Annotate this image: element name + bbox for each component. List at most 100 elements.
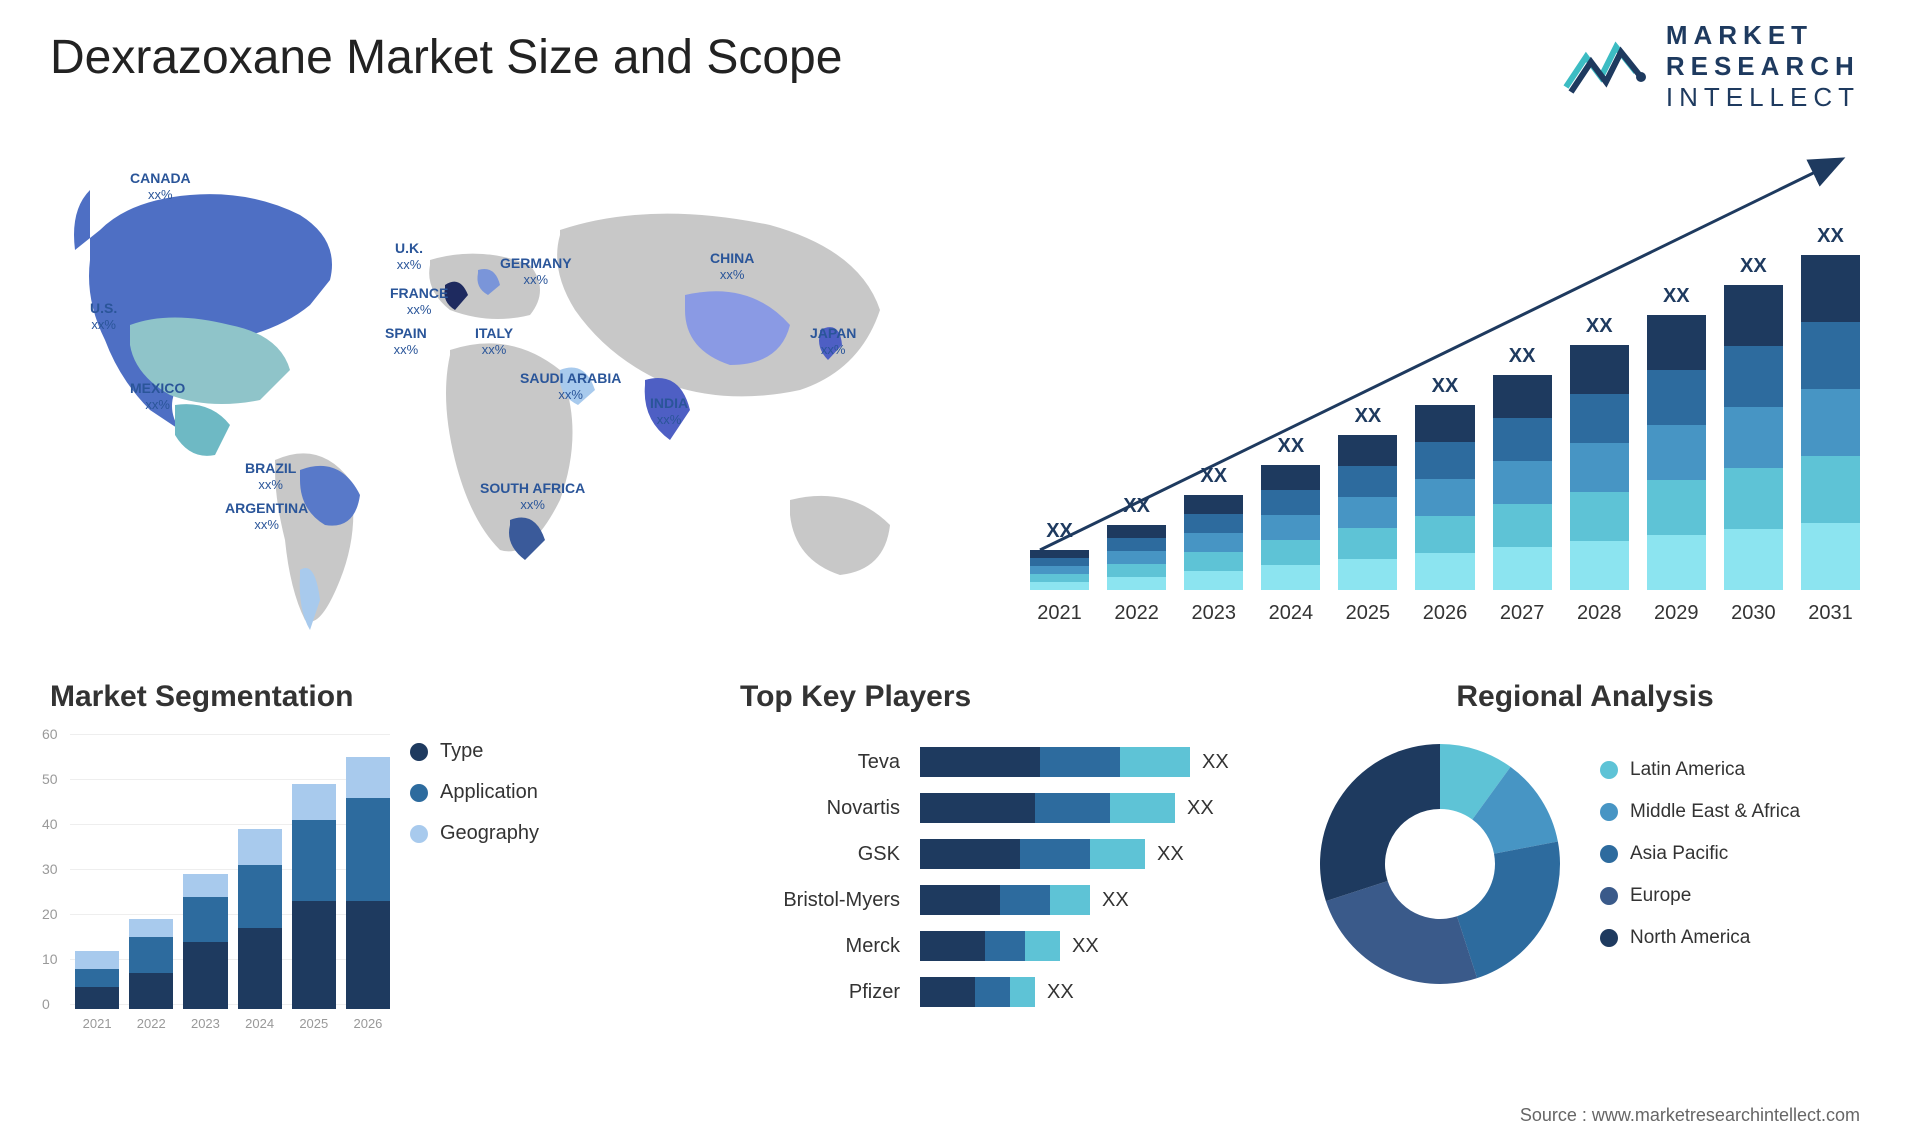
seg-bar-2023: 2023 [183, 874, 227, 1009]
segmentation-chart: 0102030405060202120222023202420252026 [50, 729, 390, 1039]
seg-bar-2021: 2021 [75, 951, 119, 1010]
page-title: Dexrazoxane Market Size and Scope [50, 30, 842, 85]
bar-label: XX [1030, 520, 1089, 543]
seg-year-label: 2024 [238, 1016, 282, 1031]
bar-label: XX [1184, 465, 1243, 488]
australia-shape [790, 496, 890, 575]
seg-ytick: 0 [42, 996, 50, 1012]
main-bar-2029: XX2029 [1647, 315, 1706, 590]
main-bar-2028: XX2028 [1570, 345, 1629, 590]
player-name: Pfizer [740, 969, 900, 1015]
regional-title: Regional Analysis [1310, 680, 1860, 714]
map-pin-us: U.S.xx% [90, 300, 117, 332]
seg-legend-item: Geography [410, 822, 539, 845]
segmentation-section: Market Segmentation 01020304050602021202… [50, 680, 610, 1039]
regional-legend-item: North America [1600, 927, 1800, 949]
map-pin-spain: SPAINxx% [385, 325, 427, 357]
segmentation-title: Market Segmentation [50, 680, 610, 714]
bar-year: 2026 [1415, 602, 1474, 625]
seg-year-label: 2022 [129, 1016, 173, 1031]
donut-chart [1310, 734, 1570, 994]
segmentation-legend: Type Application Geography [410, 740, 539, 863]
main-bar-2023: XX2023 [1184, 495, 1243, 590]
player-name: Merck [740, 923, 900, 969]
bar-label: XX [1107, 495, 1166, 518]
seg-bar-2025: 2025 [292, 784, 336, 1009]
player-bar-row: XX [920, 877, 1300, 923]
source-text: Source : www.marketresearchintellect.com [1520, 1105, 1860, 1126]
bar-year: 2025 [1338, 602, 1397, 625]
seg-bar-2026: 2026 [346, 757, 390, 1009]
seg-year-label: 2026 [346, 1016, 390, 1031]
bar-label: XX [1801, 225, 1860, 248]
players-section: Top Key Players TevaNovartisGSKBristol-M… [740, 680, 1300, 1015]
seg-legend-item: Application [410, 781, 539, 804]
seg-ytick: 50 [42, 771, 58, 787]
player-bar-row: XX [920, 969, 1300, 1015]
regional-section: Regional Analysis Latin America Middle Ea… [1310, 680, 1860, 994]
regional-legend-item: Middle East & Africa [1600, 801, 1800, 823]
seg-bar-2024: 2024 [238, 829, 282, 1009]
bar-year: 2031 [1801, 602, 1860, 625]
player-bar-row: XX [920, 739, 1300, 785]
bar-label: XX [1570, 315, 1629, 338]
player-name: Bristol-Myers [740, 877, 900, 923]
player-bar-row: XX [920, 785, 1300, 831]
regional-legend-item: Europe [1600, 885, 1800, 907]
seg-legend-item: Type [410, 740, 539, 763]
donut-slice [1320, 744, 1440, 901]
regional-legend-item: Asia Pacific [1600, 843, 1800, 865]
bar-year: 2029 [1647, 602, 1706, 625]
map-pin-argentina: ARGENTINAxx% [225, 500, 308, 532]
map-pin-germany: GERMANYxx% [500, 255, 572, 287]
bar-year: 2028 [1570, 602, 1629, 625]
bar-year: 2024 [1261, 602, 1320, 625]
seg-year-label: 2021 [75, 1016, 119, 1031]
logo: MARKET RESEARCH INTELLECT [1561, 20, 1860, 114]
bar-label: XX [1415, 375, 1474, 398]
map-pin-italy: ITALYxx% [475, 325, 513, 357]
regional-legend-item: Latin America [1600, 759, 1800, 781]
seg-year-label: 2023 [183, 1016, 227, 1031]
donut-slice [1457, 842, 1560, 979]
seg-ytick: 20 [42, 906, 58, 922]
map-pin-uk: U.K.xx% [395, 240, 423, 272]
map-pin-france: FRANCExx% [390, 285, 448, 317]
seg-bar-2022: 2022 [129, 919, 173, 1009]
world-map: CANADAxx%U.S.xx%MEXICOxx%BRAZILxx%ARGENT… [30, 130, 950, 670]
regional-legend: Latin America Middle East & Africa Asia Pa… [1600, 759, 1800, 969]
map-pin-japan: JAPANxx% [810, 325, 856, 357]
player-name: Teva [740, 739, 900, 785]
main-bar-2025: XX2025 [1338, 435, 1397, 590]
player-bar-row: XX [920, 923, 1300, 969]
seg-bars: 202120222023202420252026 [75, 734, 390, 1009]
bar-label: XX [1647, 285, 1706, 308]
map-pin-saudiarabia: SAUDI ARABIAxx% [520, 370, 621, 402]
bar-year: 2027 [1493, 602, 1552, 625]
players-title: Top Key Players [740, 680, 1300, 714]
bar-label: XX [1261, 435, 1320, 458]
map-pin-mexico: MEXICOxx% [130, 380, 185, 412]
seg-ytick: 10 [42, 951, 58, 967]
bar-year: 2023 [1184, 602, 1243, 625]
donut-slice [1326, 881, 1477, 984]
main-bars: XX2021XX2022XX2023XX2024XX2025XX2026XX20… [1030, 210, 1860, 590]
map-pin-china: CHINAxx% [710, 250, 754, 282]
map-pin-india: INDIAxx% [650, 395, 688, 427]
player-name: GSK [740, 831, 900, 877]
map-pin-southafrica: SOUTH AFRICAxx% [480, 480, 585, 512]
player-names: TevaNovartisGSKBristol-MyersMerckPfizer [740, 739, 900, 1015]
player-bar-row: XX [920, 831, 1300, 877]
main-bar-2030: XX2030 [1724, 285, 1783, 590]
logo-icon [1561, 32, 1651, 102]
seg-ytick: 60 [42, 726, 58, 742]
main-bar-2026: XX2026 [1415, 405, 1474, 590]
main-bar-chart: XX2021XX2022XX2023XX2024XX2025XX2026XX20… [1030, 150, 1860, 630]
main-bar-2021: XX2021 [1030, 550, 1089, 590]
bar-year: 2030 [1724, 602, 1783, 625]
seg-ytick: 40 [42, 816, 58, 832]
map-pin-canada: CANADAxx% [130, 170, 191, 202]
main-bar-2027: XX2027 [1493, 375, 1552, 590]
seg-year-label: 2025 [292, 1016, 336, 1031]
bar-year: 2022 [1107, 602, 1166, 625]
